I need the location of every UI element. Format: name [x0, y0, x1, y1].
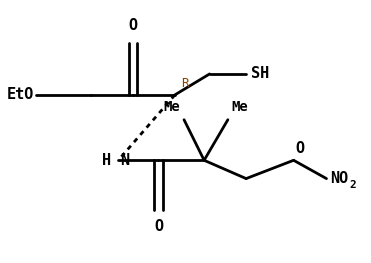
Text: Me: Me — [164, 100, 180, 114]
Text: Me: Me — [232, 100, 248, 114]
Text: NO: NO — [330, 171, 348, 186]
Text: O: O — [154, 219, 163, 234]
Text: 2: 2 — [349, 180, 356, 190]
Text: R: R — [181, 77, 189, 90]
Text: EtO: EtO — [7, 87, 34, 102]
Text: O: O — [295, 141, 305, 156]
Text: O: O — [128, 18, 138, 33]
Text: SH: SH — [250, 67, 269, 82]
Text: H: H — [102, 153, 111, 168]
Text: N: N — [120, 153, 129, 168]
